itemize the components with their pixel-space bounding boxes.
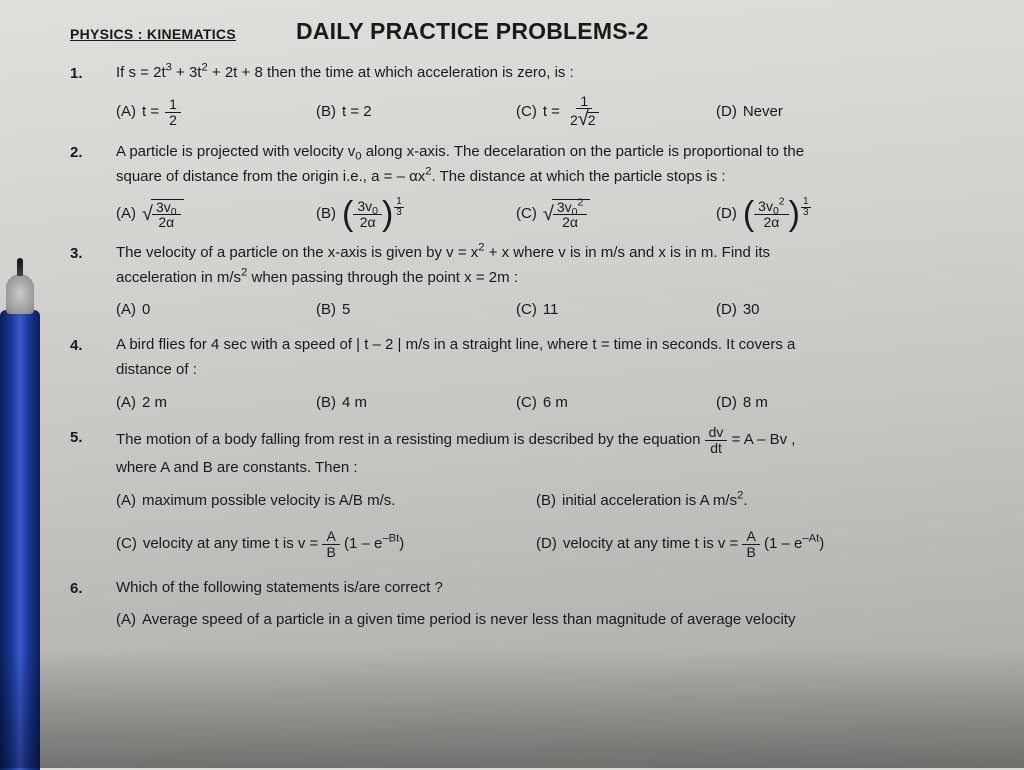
subject-tag: PHYSICS : KINEMATICS [70,26,236,42]
option-a: (A)Average speed of a particle in a give… [116,608,916,633]
option-b: (B)5 [316,298,496,323]
q-stem: If s = 2t3 + 3t2 + 2t + 8 then the time … [116,61,984,86]
q-options: (A) t = 12 (B) t = 2 (C) t = 1 22 [116,94,984,131]
q-number: 3. [70,241,92,323]
option-a: (A) t = 12 [116,97,296,127]
problem-2: 2. A particle is projected with velocity… [70,140,984,231]
option-b: (B) t = 2 [316,100,496,125]
option-c: (C) 3v022α [516,198,696,231]
option-d: (D)8 m [716,391,896,416]
pen-object [0,310,40,770]
problem-5: 5. The motion of a body falling from res… [70,425,984,565]
option-a: (A)2 m [116,391,296,416]
problem-1: 1. If s = 2t3 + 3t2 + 2t + 8 then the ti… [70,61,984,130]
option-d: (D) ( 3v022α ) 13 [716,199,896,229]
option-b: (B) ( 3v02α ) 13 [316,199,496,229]
q-options: (A) 3v02α (B) ( 3v02α ) 13 [116,198,984,231]
option-c: (C)11 [516,298,696,323]
option-c: (C) t = 1 22 [516,94,696,131]
option-d: (D) Never [716,100,896,125]
worksheet-page: PHYSICS : KINEMATICS DAILY PRACTICE PROB… [0,0,1024,768]
problem-3: 3. The velocity of a particle on the x-a… [70,241,984,323]
option-b: (B)4 m [316,391,496,416]
q-stem: The velocity of a particle on the x-axis… [116,241,984,291]
q-stem: Which of the following statements is/are… [116,576,984,601]
q-options: (A)maximum possible velocity is A/B m/s.… [116,489,984,566]
option-a: (A)0 [116,298,296,323]
q-number: 5. [70,425,92,565]
option-a: (A)maximum possible velocity is A/B m/s. [116,489,516,514]
problem-4: 4. A bird flies for 4 sec with a speed o… [70,333,984,415]
option-d: (D) velocity at any time t is v = AB (1 … [536,529,936,559]
option-c: (C)6 m [516,391,696,416]
option-b: (B)initial acceleration is A m/s2. [536,489,936,514]
option-d: (D)30 [716,298,896,323]
header: PHYSICS : KINEMATICS DAILY PRACTICE PROB… [70,18,984,45]
q-options: (A)2 m (B)4 m (C)6 m (D)8 m [116,391,984,416]
problems-list: 1. If s = 2t3 + 3t2 + 2t + 8 then the ti… [70,61,984,639]
q-stem: A bird flies for 4 sec with a speed of |… [116,333,984,383]
page-title: DAILY PRACTICE PROBLEMS-2 [296,18,649,45]
q-number: 4. [70,333,92,415]
q-stem: The motion of a body falling from rest i… [116,425,984,480]
q-options: (A)0 (B)5 (C)11 (D)30 [116,298,984,323]
option-c: (C) velocity at any time t is v = AB (1 … [116,529,516,559]
problem-6: 6. Which of the following statements is/… [70,576,984,640]
q-number: 1. [70,61,92,130]
q-stem: A particle is projected with velocity v0… [116,140,984,190]
q-number: 6. [70,576,92,640]
q-number: 2. [70,140,92,231]
option-a: (A) 3v02α [116,198,296,231]
q-options: (A)Average speed of a particle in a give… [116,608,984,639]
